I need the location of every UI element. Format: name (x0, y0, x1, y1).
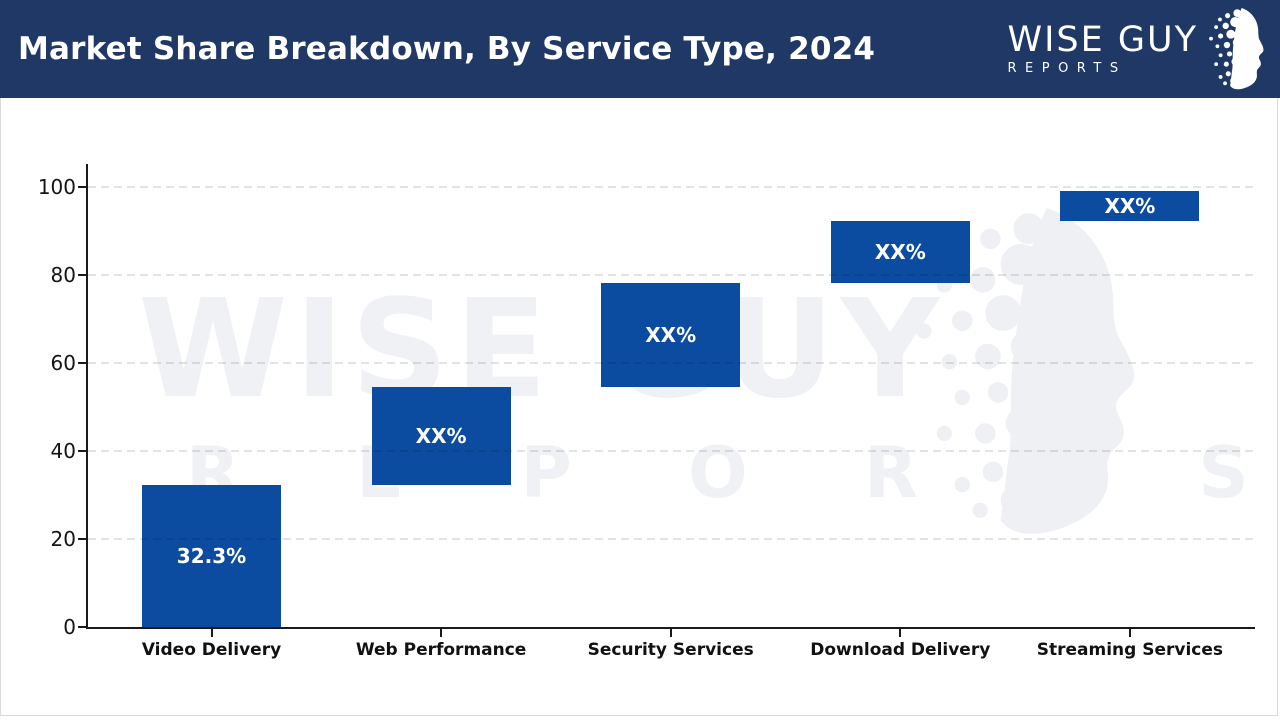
header: Market Share Breakdown, By Service Type,… (0, 0, 1280, 98)
x-tick-label: Streaming Services (1036, 640, 1224, 660)
gridline (88, 186, 1254, 188)
x-tick (899, 629, 902, 637)
y-tick (78, 274, 86, 276)
y-tick-label: 80 (50, 263, 76, 287)
bar-segment (601, 283, 741, 387)
y-tick-label: 100 (37, 175, 76, 199)
y-tick-label: 0 (63, 615, 76, 639)
y-tick-label: 40 (50, 439, 76, 463)
brand-name: WISE GUY (1007, 20, 1198, 60)
dotted-face-icon (1209, 7, 1264, 89)
gridline (88, 450, 1254, 452)
x-axis-spine (86, 627, 1255, 629)
bar-value-label: XX% (645, 323, 697, 348)
x-tick (669, 629, 672, 637)
x-tick (1128, 629, 1131, 637)
y-tick (78, 186, 86, 188)
brand-logo-text: WISE GUY REPORTS (1007, 20, 1198, 76)
brand-logo: WISE GUY REPORTS (1007, 7, 1280, 91)
y-tick-label: 60 (50, 351, 76, 375)
x-tick-label: Download Delivery (810, 640, 991, 660)
bar-value-label: 32.3% (176, 543, 247, 568)
y-tick (78, 362, 86, 364)
gridline (88, 362, 1254, 364)
gridline (88, 538, 1254, 540)
watermark-brand-text: WISE GUY (138, 271, 946, 429)
bar-segment (371, 386, 511, 485)
y-tick (78, 450, 86, 452)
brand-subtitle: REPORTS (1007, 61, 1127, 76)
gridline (88, 274, 1254, 276)
bar-value-label: XX% (1104, 193, 1156, 218)
y-tick (78, 626, 86, 628)
bar-segment (142, 484, 281, 627)
y-axis-spine (86, 164, 88, 629)
x-tick-label: Web Performance (355, 640, 527, 660)
x-tick (440, 629, 443, 637)
x-tick-label: Security Services (587, 640, 754, 660)
bar-value-label: XX% (415, 423, 467, 448)
page-title: Market Share Breakdown, By Service Type,… (18, 31, 876, 67)
x-tick-label: Video Delivery (141, 640, 282, 660)
watermark-face-icon (916, 208, 1135, 534)
bar-segment (830, 221, 970, 284)
bar-value-label: XX% (874, 240, 926, 265)
x-tick (210, 629, 213, 637)
bar-segment (1060, 190, 1200, 222)
y-tick (78, 538, 86, 540)
y-tick-label: 20 (50, 527, 76, 551)
